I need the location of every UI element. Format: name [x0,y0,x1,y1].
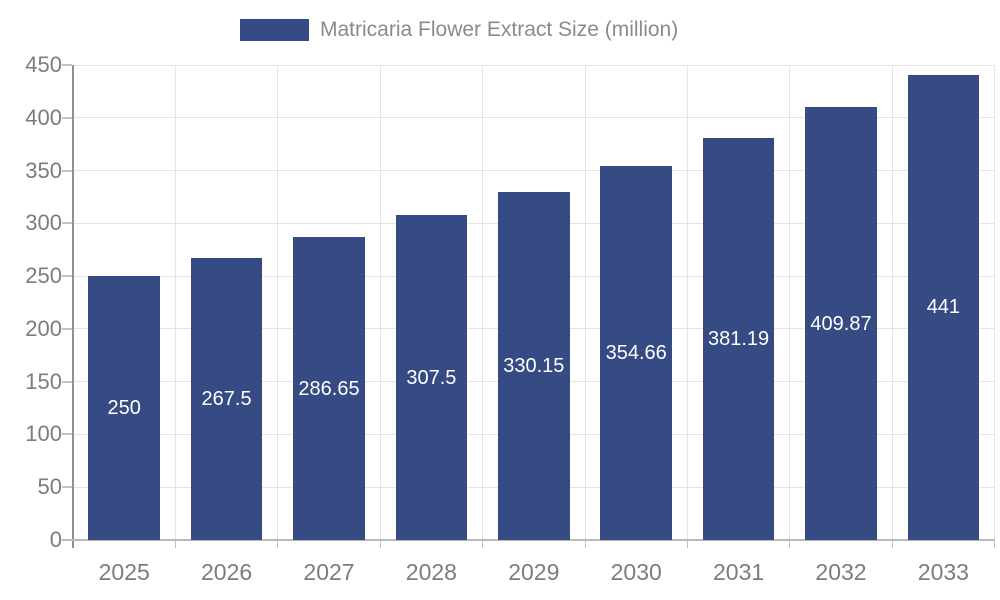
x-tick-label: 2032 [815,559,867,585]
x-tick [789,540,791,548]
y-tick-label: 250 [25,263,62,289]
y-tick [62,486,72,489]
y-tick [62,275,72,278]
y-tick-label: 100 [25,421,62,447]
y-tick-label: 0 [49,527,62,552]
x-tick [994,540,996,548]
bar-value-label: 330.15 [503,354,565,377]
bar[interactable]: 307.5 [395,215,468,540]
x-tick [584,540,586,548]
bar[interactable]: 250 [88,276,161,540]
x-tick-label: 2030 [610,559,662,585]
gridline-h [73,117,995,119]
x-tick-label: 2025 [98,559,150,585]
bar[interactable]: 354.66 [600,165,673,540]
y-tick [62,433,72,436]
x-tick [174,540,176,548]
x-tick [482,540,484,548]
bar-value-label: 307.5 [406,366,457,389]
gridline-h [73,170,995,172]
y-tick [62,169,72,172]
x-tick [379,540,381,548]
bar-value-label: 381.19 [708,327,770,350]
legend-item[interactable]: Matricaria Flower Extract Size (million) [240,18,678,42]
gridline-v [584,65,586,540]
y-tick-label: 450 [25,52,62,77]
bar[interactable]: 409.87 [805,107,877,540]
x-tick-label: 2027 [303,559,355,585]
y-tick [62,380,72,383]
bar-value-label: 354.66 [605,341,667,364]
y-tick [62,327,72,330]
gridline-v [379,65,381,540]
x-tick-label: 2028 [405,559,457,585]
gridline-v [482,65,484,540]
y-tick-label: 400 [25,104,62,130]
gridline-h [73,64,995,66]
y-axis-line [72,65,74,548]
x-axis-line [62,539,995,541]
x-tick-label: 2033 [917,559,969,585]
gridline-v [891,65,893,540]
legend-label: Matricaria Flower Extract Size (million) [320,18,679,41]
bar[interactable]: 441 [907,74,980,540]
bar[interactable]: 330.15 [497,191,570,540]
x-tick-label: 2031 [713,559,765,585]
bar-value-label: 250 [107,397,141,420]
y-tick-label: 300 [25,210,62,236]
x-tick [277,540,279,548]
legend-swatch [240,19,309,41]
gridline-v [789,65,791,540]
gridline-v [277,65,279,540]
bar[interactable]: 267.5 [190,257,263,540]
y-tick-label: 350 [25,157,62,183]
gridline-v [174,65,176,540]
bar-value-label: 441 [926,296,961,319]
bar-value-label: 286.65 [298,377,360,400]
bar-value-label: 267.5 [201,387,252,410]
y-tick-label: 150 [25,368,62,394]
y-tick-label: 200 [25,315,62,341]
x-tick [891,540,893,548]
bar[interactable]: 381.19 [702,137,775,540]
x-tick [686,540,688,548]
y-tick [62,116,72,119]
x-tick-label: 2026 [201,559,253,585]
y-tick [62,222,72,225]
x-tick-label: 2029 [508,559,560,585]
gridline-v [686,65,688,540]
y-tick-label: 50 [37,474,62,500]
y-tick [62,64,72,66]
gridline-v [994,65,996,540]
bar[interactable]: 286.65 [293,237,365,540]
bar-value-label: 409.87 [810,312,872,335]
